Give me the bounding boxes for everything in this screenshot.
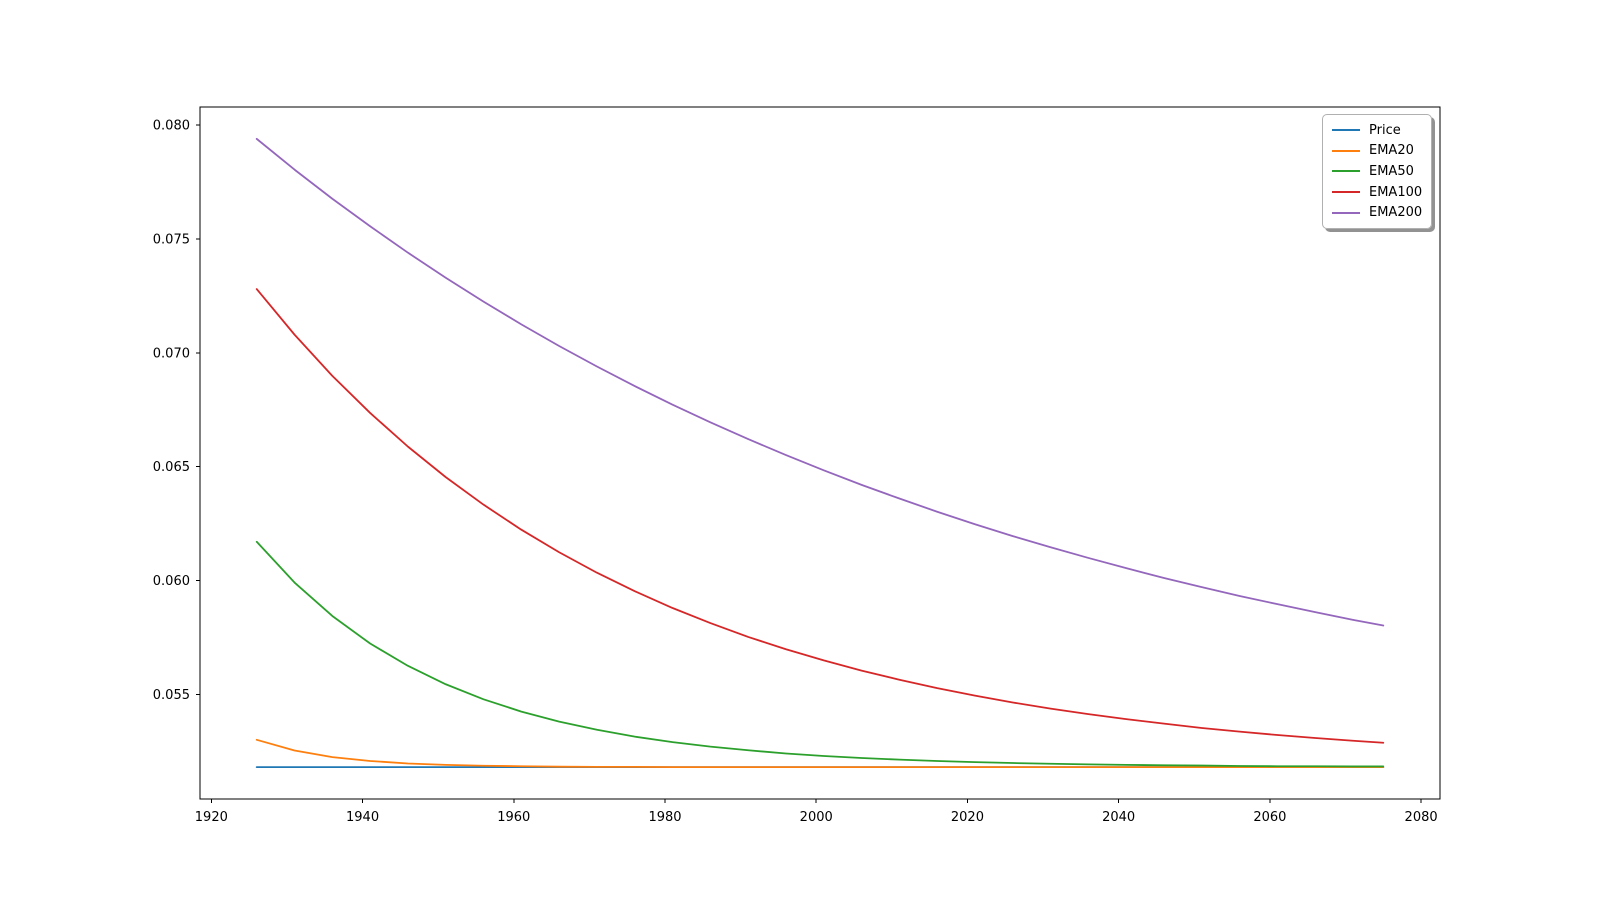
legend-item-ema50: EMA50 <box>1332 161 1422 182</box>
legend-label: Price <box>1369 122 1401 138</box>
y-tick-label: 0.065 <box>153 460 190 475</box>
legend-item-ema100: EMA100 <box>1332 182 1422 203</box>
y-tick-label: 0.055 <box>153 688 190 703</box>
x-tick-label: 1940 <box>346 810 379 825</box>
plot-border <box>199 106 1441 800</box>
legend: Price EMA20 EMA50 EMA100 EMA200 <box>1322 114 1433 229</box>
legend-label: EMA20 <box>1369 143 1414 159</box>
legend-line-swatch-ema20 <box>1332 149 1360 152</box>
legend-label: EMA100 <box>1369 184 1423 200</box>
y-tick-label: 0.075 <box>153 233 190 248</box>
legend-item-ema200: EMA200 <box>1332 202 1422 223</box>
x-tick-label: 2080 <box>1405 810 1438 825</box>
series-line-ema100 <box>255 288 1385 744</box>
legend-item-ema20: EMA20 <box>1332 141 1422 162</box>
legend-line-swatch-ema100 <box>1332 191 1360 194</box>
series-line-ema20 <box>255 738 1385 769</box>
y-tick-label: 0.060 <box>153 574 190 589</box>
x-tick-label: 2020 <box>951 810 984 825</box>
legend-label: EMA200 <box>1369 205 1423 221</box>
legend-item-price: Price <box>1332 120 1422 141</box>
legend-line-swatch-ema200 <box>1332 211 1360 214</box>
series-line-ema200 <box>255 137 1385 627</box>
legend-label: EMA50 <box>1369 163 1414 179</box>
series-line-ema50 <box>255 540 1385 768</box>
x-tick-label: 1980 <box>648 810 681 825</box>
x-tick-label: 2000 <box>800 810 833 825</box>
legend-line-swatch-price <box>1332 129 1360 132</box>
x-tick-label: 1920 <box>195 810 228 825</box>
x-tick-label: 2060 <box>1253 810 1286 825</box>
y-tick-label: 0.070 <box>153 346 190 361</box>
y-tick-label: 0.080 <box>153 119 190 134</box>
x-tick-label: 2040 <box>1102 810 1135 825</box>
legend-line-swatch-ema50 <box>1332 170 1360 173</box>
x-tick-label: 1960 <box>497 810 530 825</box>
